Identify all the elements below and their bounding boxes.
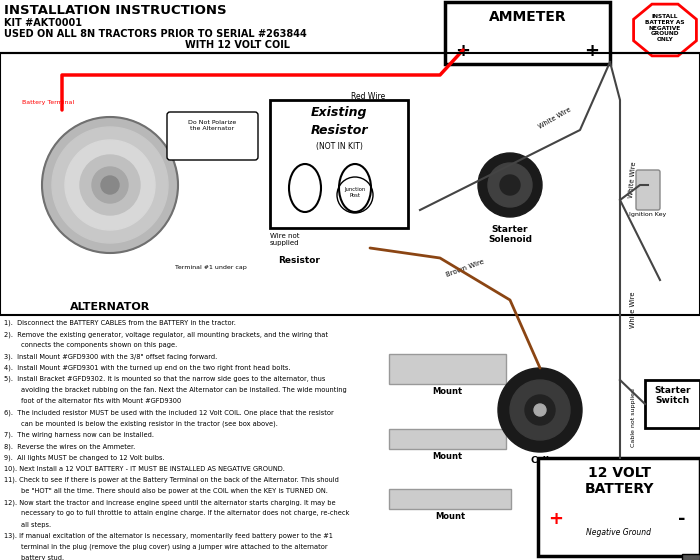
Circle shape <box>42 117 178 253</box>
Polygon shape <box>634 4 696 56</box>
Text: 1).  Disconnect the BATTERY CABLES from the BATTERY in the tractor.: 1). Disconnect the BATTERY CABLES from t… <box>4 320 236 326</box>
Text: 13). If manual excitation of the alternator is necessary, momentarily feed batte: 13). If manual excitation of the alterna… <box>4 533 333 539</box>
Text: +: + <box>584 42 599 60</box>
Text: Battery Terminal: Battery Terminal <box>22 100 74 105</box>
Text: connects the components shown on this page.: connects the components shown on this pa… <box>4 342 177 348</box>
Text: can be mounted is below the existing resistor in the tractor (see box above).: can be mounted is below the existing res… <box>4 421 278 427</box>
Circle shape <box>101 176 119 194</box>
Circle shape <box>478 153 542 217</box>
Text: Cable not supplied: Cable not supplied <box>631 389 636 447</box>
Text: Mount: Mount <box>435 512 465 521</box>
Text: Wire not
supplied: Wire not supplied <box>270 233 300 246</box>
Text: Mount: Mount <box>433 387 463 396</box>
Text: terminal in the plug (remove the plug cover) using a jumper wire attached to the: terminal in the plug (remove the plug co… <box>4 544 328 550</box>
Bar <box>270 100 408 228</box>
Text: Brown Wire: Brown Wire <box>445 258 485 278</box>
Text: 2).  Remove the existing generator, voltage regulator, all mounting brackets, an: 2). Remove the existing generator, volta… <box>4 331 328 338</box>
Text: Starter
Switch: Starter Switch <box>654 386 691 405</box>
Text: ALTERNATOR: ALTERNATOR <box>70 302 150 312</box>
Text: 9).  All lights MUST be changed to 12 Volt bulbs.: 9). All lights MUST be changed to 12 Vol… <box>4 454 164 461</box>
Text: Junction
Post: Junction Post <box>344 187 365 198</box>
Text: Mount: Mount <box>433 452 463 461</box>
Text: 4).  Install Mount #GFD9301 with the turned up end on the two right front head b: 4). Install Mount #GFD9301 with the turn… <box>4 365 290 371</box>
Circle shape <box>92 167 128 203</box>
Circle shape <box>498 368 582 452</box>
Text: (NOT IN KIT): (NOT IN KIT) <box>316 142 363 151</box>
Text: battery stud.: battery stud. <box>4 555 64 560</box>
Text: +: + <box>549 510 564 528</box>
Text: necessary to go to full throttle to attain engine charge. If the alternator does: necessary to go to full throttle to atta… <box>4 510 349 516</box>
Text: avoiding the bracket rubbing on the fan. Next the Alternator can be installed. T: avoiding the bracket rubbing on the fan.… <box>4 387 346 393</box>
Text: Existing: Existing <box>311 106 368 119</box>
FancyBboxPatch shape <box>389 429 506 449</box>
Text: INSTALL
BATTERY AS
NEGATIVE
GROUND
ONLY: INSTALL BATTERY AS NEGATIVE GROUND ONLY <box>645 14 685 42</box>
Text: White Wire: White Wire <box>629 161 638 198</box>
Text: White Wire: White Wire <box>538 106 573 130</box>
Text: Resistor: Resistor <box>278 256 320 265</box>
Text: 7).  The wiring harness now can be installed.: 7). The wiring harness now can be instal… <box>4 432 154 438</box>
Text: Resistor: Resistor <box>310 124 368 137</box>
Text: 12 VOLT
BATTERY: 12 VOLT BATTERY <box>584 466 654 496</box>
FancyBboxPatch shape <box>167 112 258 160</box>
Text: 6).  The included resistor MUST be used with the included 12 Volt COIL. One plac: 6). The included resistor MUST be used w… <box>4 409 334 416</box>
Circle shape <box>500 175 520 195</box>
Text: AMMETER: AMMETER <box>489 10 566 24</box>
Text: Red Wire: Red Wire <box>351 92 385 101</box>
Text: Negative Ground: Negative Ground <box>587 528 652 537</box>
Text: 8).  Reverse the wires on the Ammeter.: 8). Reverse the wires on the Ammeter. <box>4 443 135 450</box>
FancyBboxPatch shape <box>389 354 506 384</box>
Text: +: + <box>456 42 470 60</box>
FancyBboxPatch shape <box>636 170 660 210</box>
FancyBboxPatch shape <box>389 489 511 509</box>
Text: Ignition Key: Ignition Key <box>629 212 666 217</box>
Bar <box>538 458 700 556</box>
Text: INSTALLATION INSTRUCTIONS: INSTALLATION INSTRUCTIONS <box>4 4 227 17</box>
Circle shape <box>534 404 546 416</box>
Text: 10). Next Install a 12 VOLT BATTERY - IT MUST BE INSTALLED AS NEGATIVE GROUND.: 10). Next Install a 12 VOLT BATTERY - IT… <box>4 465 285 472</box>
Circle shape <box>80 155 140 215</box>
Text: USED ON ALL 8N TRACTORS PRIOR TO SERIAL #263844: USED ON ALL 8N TRACTORS PRIOR TO SERIAL … <box>4 29 307 39</box>
Circle shape <box>488 163 532 207</box>
Text: 5).  Install Bracket #GFD9302. It is mounted so that the narrow side goes to the: 5). Install Bracket #GFD9302. It is moun… <box>4 376 326 382</box>
Text: Coil: Coil <box>531 456 550 465</box>
Text: 3).  Install Mount #GFD9300 with the 3/8" offset facing forward.: 3). Install Mount #GFD9300 with the 3/8"… <box>4 353 217 360</box>
Text: Starter
Solenoid: Starter Solenoid <box>488 225 532 244</box>
Text: Do Not Polarize
the Alternator: Do Not Polarize the Alternator <box>188 120 237 131</box>
Text: White Wire: White Wire <box>630 292 636 328</box>
Text: Terminal #1 under cap: Terminal #1 under cap <box>175 265 246 270</box>
Text: be "HOT" all the time. There should also be power at the COIL when the KEY is TU: be "HOT" all the time. There should also… <box>4 488 328 494</box>
Text: 11). Check to see if there is power at the Battery Terminal on the back of the A: 11). Check to see if there is power at t… <box>4 477 339 483</box>
Bar <box>445 2 610 64</box>
Circle shape <box>510 380 570 440</box>
Bar <box>0 53 700 315</box>
Bar <box>682 554 700 560</box>
Bar <box>645 380 700 428</box>
Text: 12). Now start the tractor and increase engine speed until the alternator starts: 12). Now start the tractor and increase … <box>4 499 335 506</box>
Text: KIT #AKT0001: KIT #AKT0001 <box>4 18 82 28</box>
Text: foot of the alternator fits with Mount #GFD9300: foot of the alternator fits with Mount #… <box>4 398 181 404</box>
Circle shape <box>525 395 555 425</box>
Text: -: - <box>678 510 686 528</box>
Circle shape <box>52 127 168 243</box>
Text: WITH 12 VOLT COIL: WITH 12 VOLT COIL <box>185 40 290 50</box>
Circle shape <box>65 140 155 230</box>
Text: all steps.: all steps. <box>4 521 51 528</box>
